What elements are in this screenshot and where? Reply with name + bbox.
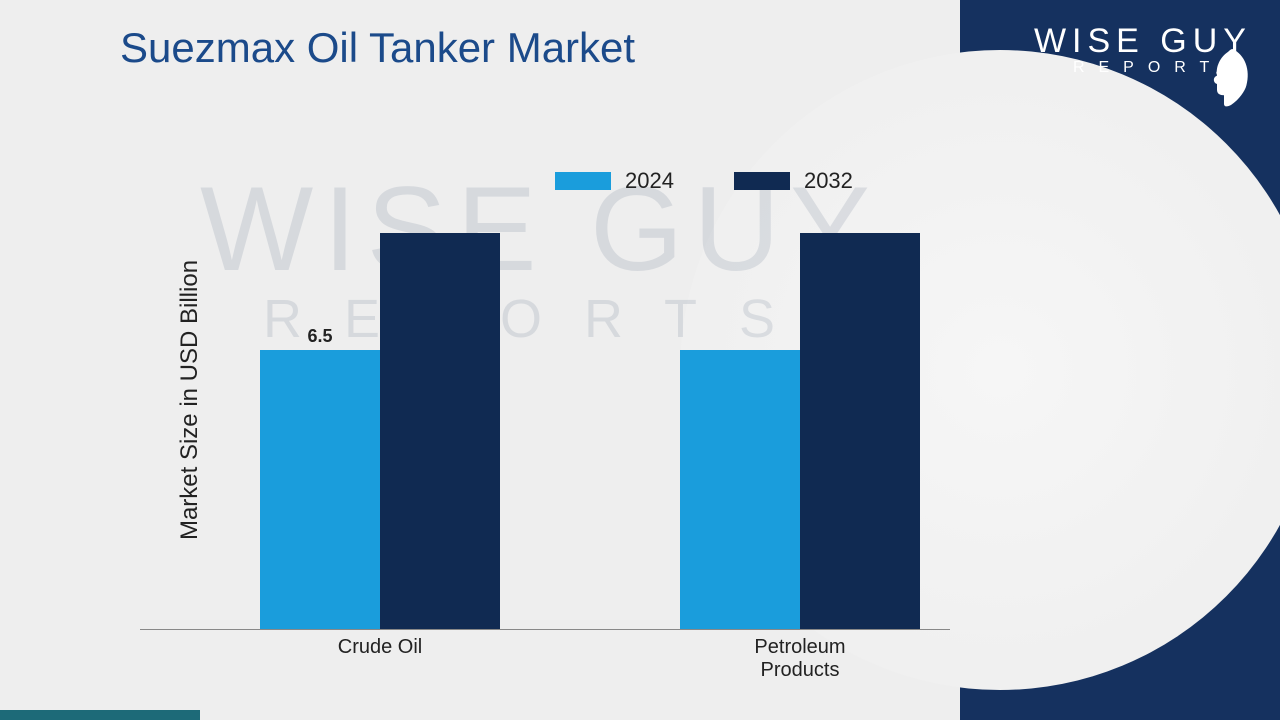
legend-label-2032: 2032	[804, 168, 853, 194]
legend: 2024 2032	[555, 168, 853, 194]
legend-item-2024: 2024	[555, 168, 674, 194]
legend-swatch-2024	[555, 172, 611, 190]
chart-canvas: WISE GUY REPORTS WISE GUY REPORTS Suezma…	[0, 0, 1280, 720]
legend-label-2024: 2024	[625, 168, 674, 194]
plot-area: Crude Oil 6.5 PetroleumProducts	[140, 200, 950, 630]
legend-swatch-2032	[734, 172, 790, 190]
bar-2032-petroleum-products	[800, 233, 920, 629]
legend-item-2032: 2032	[734, 168, 853, 194]
category-label-0: Crude Oil	[260, 630, 500, 659]
bar-2024-crude-oil	[260, 350, 380, 630]
bar-value-label: 6.5	[260, 326, 380, 347]
category-label-1: PetroleumProducts	[680, 630, 920, 682]
brand-logo: WISE GUY REPORTS	[988, 22, 1252, 77]
bar-2024-petroleum-products	[680, 350, 800, 630]
bottom-accent-bar	[0, 710, 200, 720]
bar-2032-crude-oil	[380, 233, 500, 629]
brain-head-icon	[1182, 42, 1252, 112]
chart-title: Suezmax Oil Tanker Market	[120, 24, 635, 72]
